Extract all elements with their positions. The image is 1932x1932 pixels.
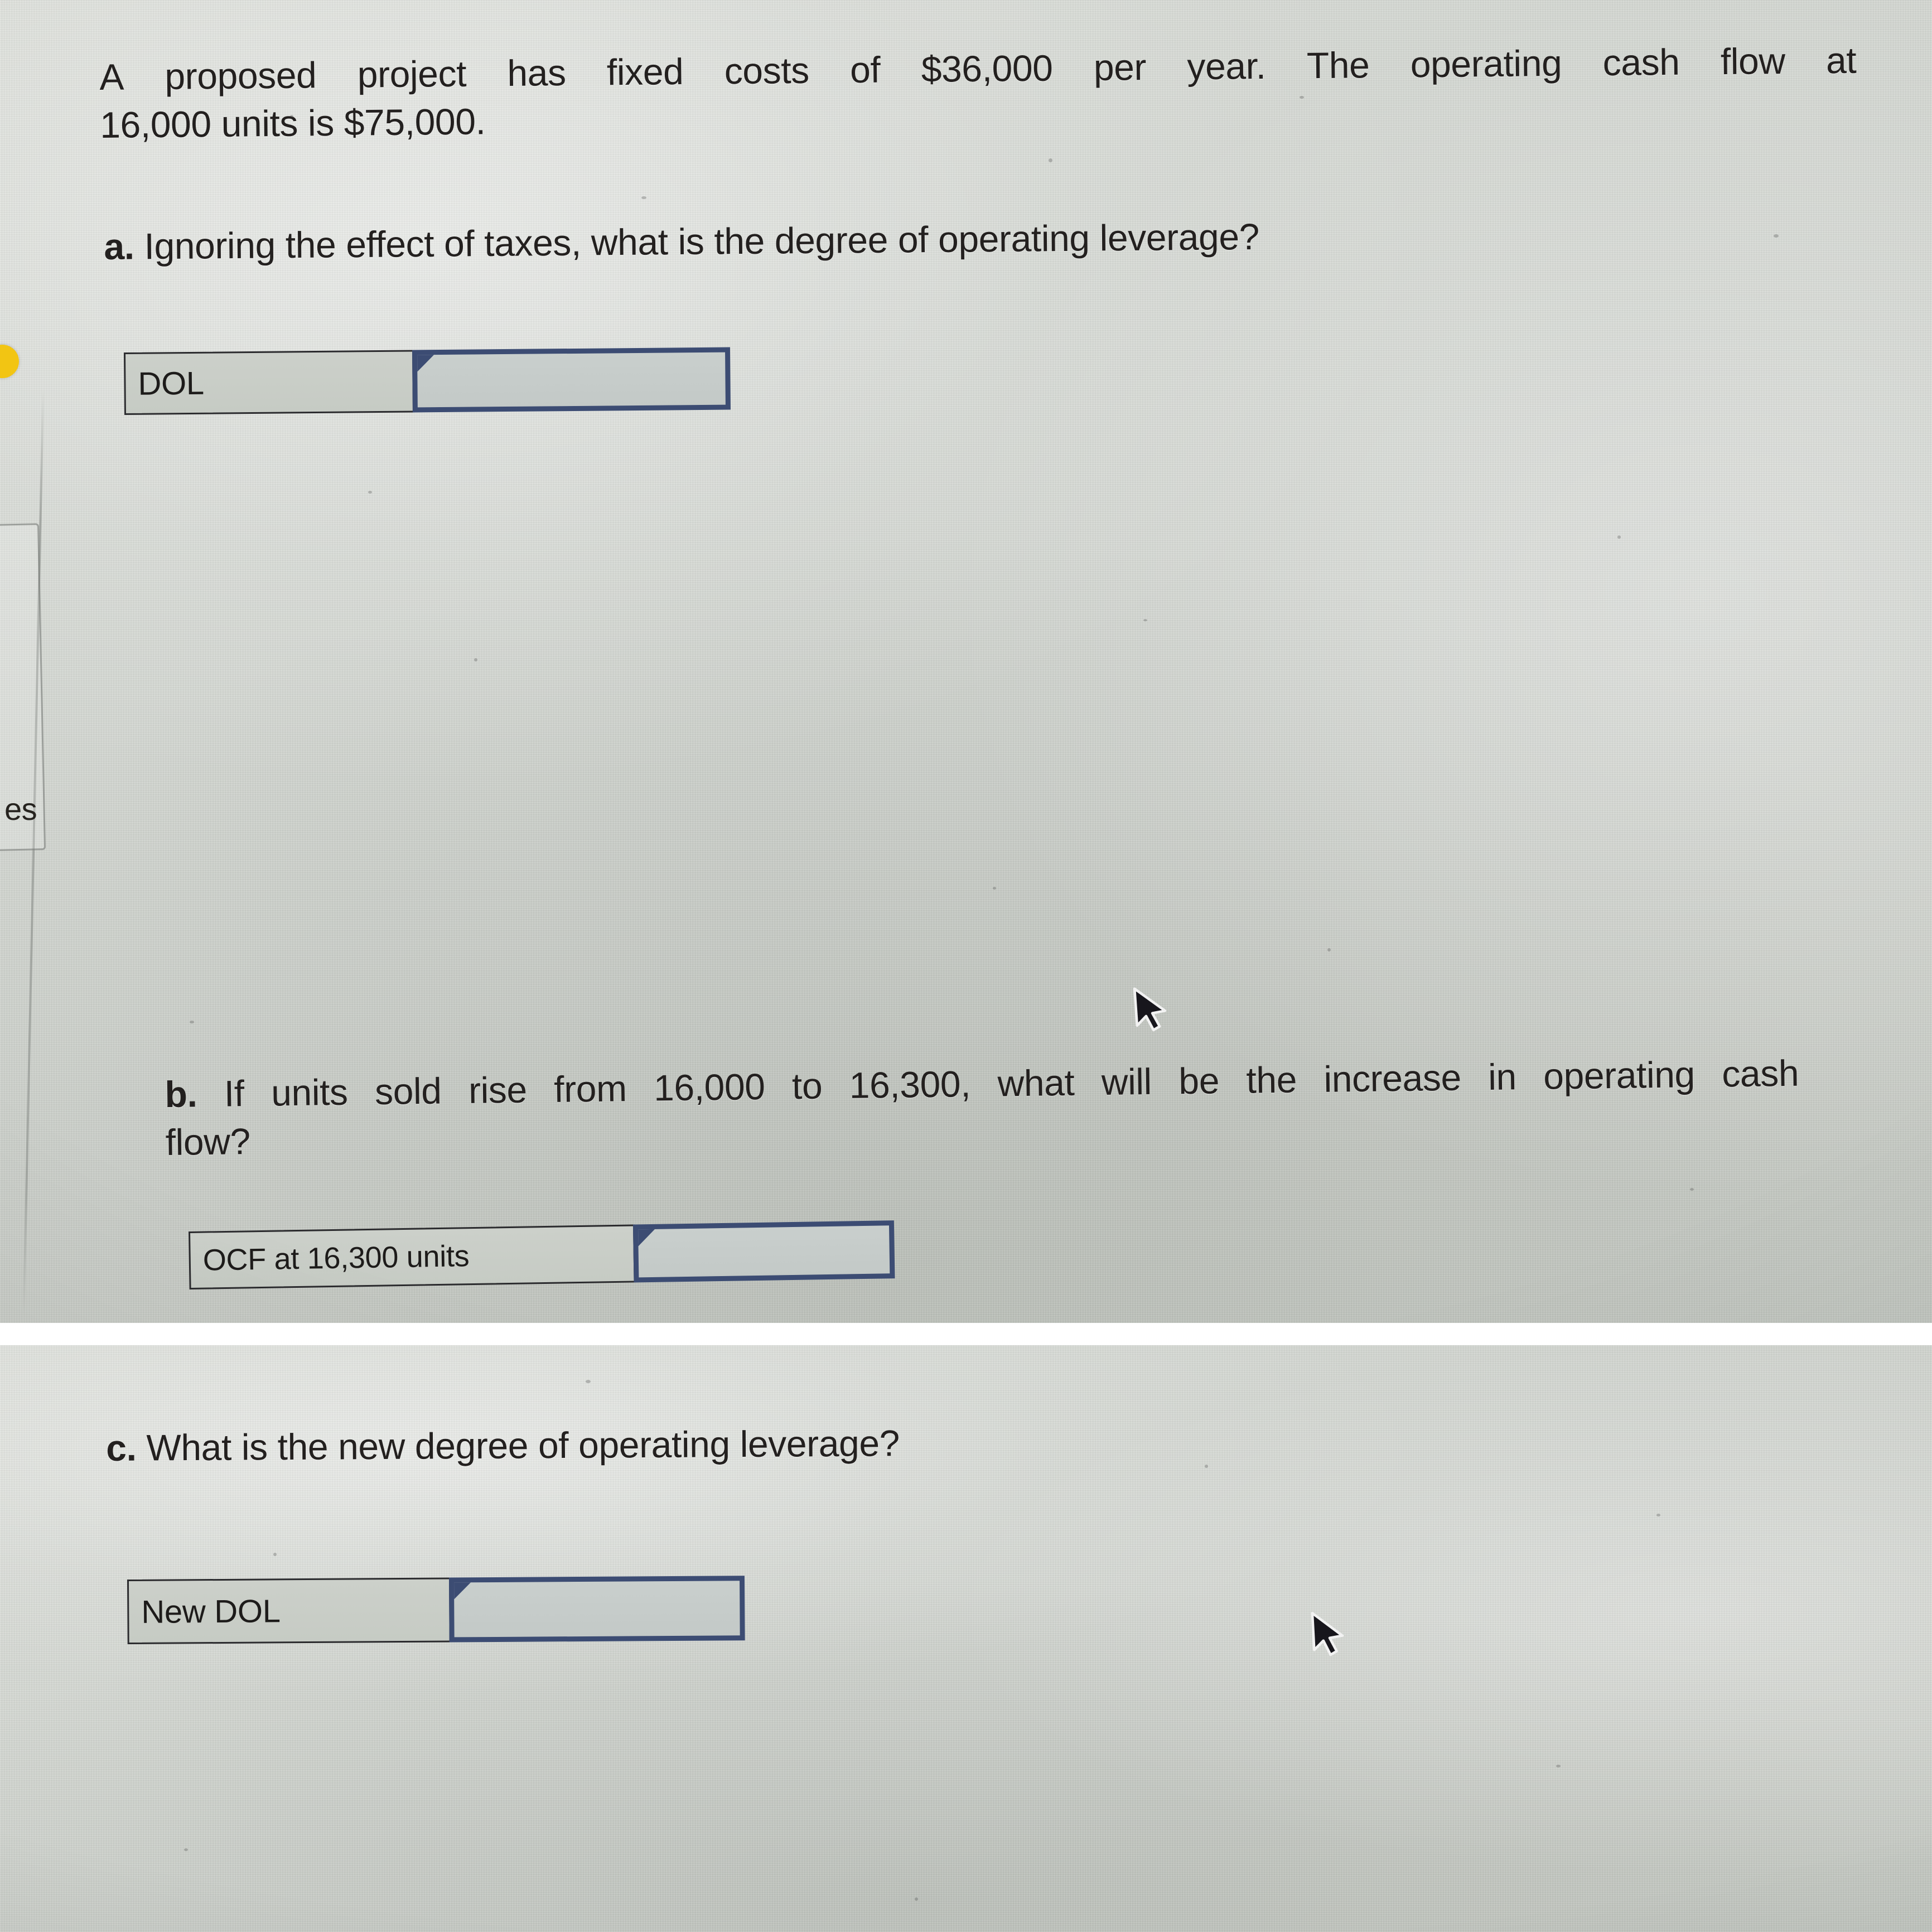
- photo-panel-top: es A proposed project has fixed costs of…: [0, 0, 1932, 1323]
- cell-comment-marker-icon: [454, 1582, 471, 1600]
- stem-word: proposed: [165, 54, 317, 97]
- answer-input-ocf[interactable]: [632, 1220, 895, 1283]
- dust-speck: [586, 1380, 591, 1383]
- part-b-word: in: [1487, 1056, 1517, 1098]
- stem-word: costs: [724, 49, 810, 92]
- stem-word: has: [507, 51, 566, 94]
- stem-word: flow: [1720, 40, 1785, 83]
- question-part-b: b. If units sold rise from 16,000 to 16,…: [165, 1050, 1800, 1167]
- answer-row-ocf[interactable]: OCF at 16,300 units: [189, 1220, 895, 1289]
- cell-comment-marker-icon: [417, 355, 434, 372]
- part-b-word: to: [791, 1065, 823, 1107]
- part-b-word: from: [553, 1068, 627, 1110]
- answer-row-new-dol[interactable]: New DOL: [127, 1576, 745, 1644]
- question-part-c: c. What is the new degree of operating l…: [106, 1417, 1277, 1472]
- panel-divider: [0, 1323, 1932, 1345]
- dust-speck: [1617, 535, 1621, 539]
- mouse-cursor-icon: [1133, 987, 1167, 1032]
- panel-bottom-content: c. What is the new degree of operating l…: [0, 1345, 1932, 1932]
- sidebar-text-fragment: es: [4, 791, 37, 827]
- dust-speck: [1143, 619, 1147, 621]
- part-b-word: 16,300,: [849, 1063, 971, 1106]
- yellow-status-dot-icon: [0, 345, 19, 378]
- answer-label-new-dol: New DOL: [127, 1577, 451, 1644]
- part-a-letter: a.: [104, 225, 134, 267]
- panel-top-content: es A proposed project has fixed costs of…: [0, 37, 1857, 1316]
- stem-word: cash: [1602, 41, 1680, 84]
- dust-speck: [993, 887, 996, 890]
- stem-word: The: [1306, 44, 1370, 86]
- dust-speck: [1774, 234, 1779, 238]
- answer-row-dol[interactable]: DOL: [124, 347, 731, 415]
- dust-speck: [190, 1021, 194, 1023]
- part-c-prompt: What is the new degree of operating leve…: [146, 1422, 900, 1469]
- stem-word: project: [357, 52, 467, 95]
- dust-speck: [273, 1553, 277, 1556]
- part-b-word: what: [997, 1061, 1075, 1104]
- stem-word: year.: [1187, 45, 1266, 88]
- dust-speck: [915, 1897, 918, 1901]
- part-c-letter: c.: [106, 1427, 137, 1469]
- dust-speck: [1690, 1188, 1694, 1191]
- cell-comment-marker-icon: [638, 1229, 655, 1247]
- mouse-cursor-icon: [1311, 1611, 1344, 1656]
- dust-speck: [1205, 1465, 1208, 1468]
- dust-speck: [290, 115, 293, 118]
- dust-speck: [1049, 158, 1052, 162]
- dust-speck: [1656, 1514, 1660, 1516]
- dust-speck: [474, 658, 477, 661]
- dust-speck: [184, 1848, 188, 1851]
- stem-word: fixed: [606, 50, 684, 93]
- answer-label-dol: DOL: [124, 350, 414, 415]
- part-b-word: units: [271, 1071, 349, 1114]
- part-b-word: be: [1178, 1060, 1220, 1102]
- stem-word: at: [1825, 39, 1857, 81]
- stem-word: of: [849, 49, 881, 91]
- part-b-word: increase: [1323, 1056, 1462, 1100]
- part-b-word: rise: [468, 1069, 528, 1111]
- part-b-word: operating: [1543, 1054, 1696, 1097]
- question-stem: A proposed project has fixed costs of $3…: [99, 37, 1857, 149]
- screen-surface-top: [0, 0, 1932, 1323]
- dust-speck: [1556, 1765, 1561, 1767]
- part-a-prompt: Ignoring the effect of taxes, what is th…: [144, 215, 1260, 267]
- part-b-word: will: [1101, 1060, 1152, 1103]
- part-b-word: cash: [1721, 1052, 1799, 1095]
- part-b-letter: b.: [165, 1073, 197, 1115]
- part-b-word: 16,000: [653, 1065, 766, 1109]
- stem-word: operating: [1410, 42, 1562, 85]
- dust-speck: [1300, 96, 1304, 99]
- part-b-word: sold: [374, 1070, 442, 1113]
- answer-input-dol[interactable]: [412, 347, 731, 413]
- answer-label-ocf: OCF at 16,300 units: [189, 1224, 636, 1289]
- answer-input-new-dol[interactable]: [448, 1576, 745, 1643]
- stem-word: per: [1093, 46, 1147, 88]
- dust-speck: [641, 196, 646, 199]
- dust-speck: [1327, 948, 1331, 951]
- part-b-word: If: [224, 1073, 245, 1114]
- part-b-word: the: [1245, 1059, 1297, 1101]
- photo-panel-bottom: c. What is the new degree of operating l…: [0, 1345, 1932, 1932]
- dust-speck: [368, 491, 372, 494]
- stem-word: A: [99, 56, 124, 98]
- stem-word: $36,000: [921, 47, 1053, 90]
- question-part-a: a. Ignoring the effect of taxes, what is…: [104, 210, 1610, 271]
